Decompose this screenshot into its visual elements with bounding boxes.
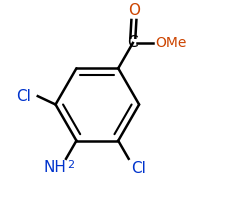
Text: OMe: OMe [155, 36, 186, 50]
Text: Cl: Cl [17, 89, 31, 104]
Text: 2: 2 [67, 160, 74, 170]
Text: O: O [128, 3, 140, 18]
Text: Cl: Cl [131, 161, 146, 176]
Text: NH: NH [43, 160, 66, 175]
Text: C: C [127, 36, 138, 50]
